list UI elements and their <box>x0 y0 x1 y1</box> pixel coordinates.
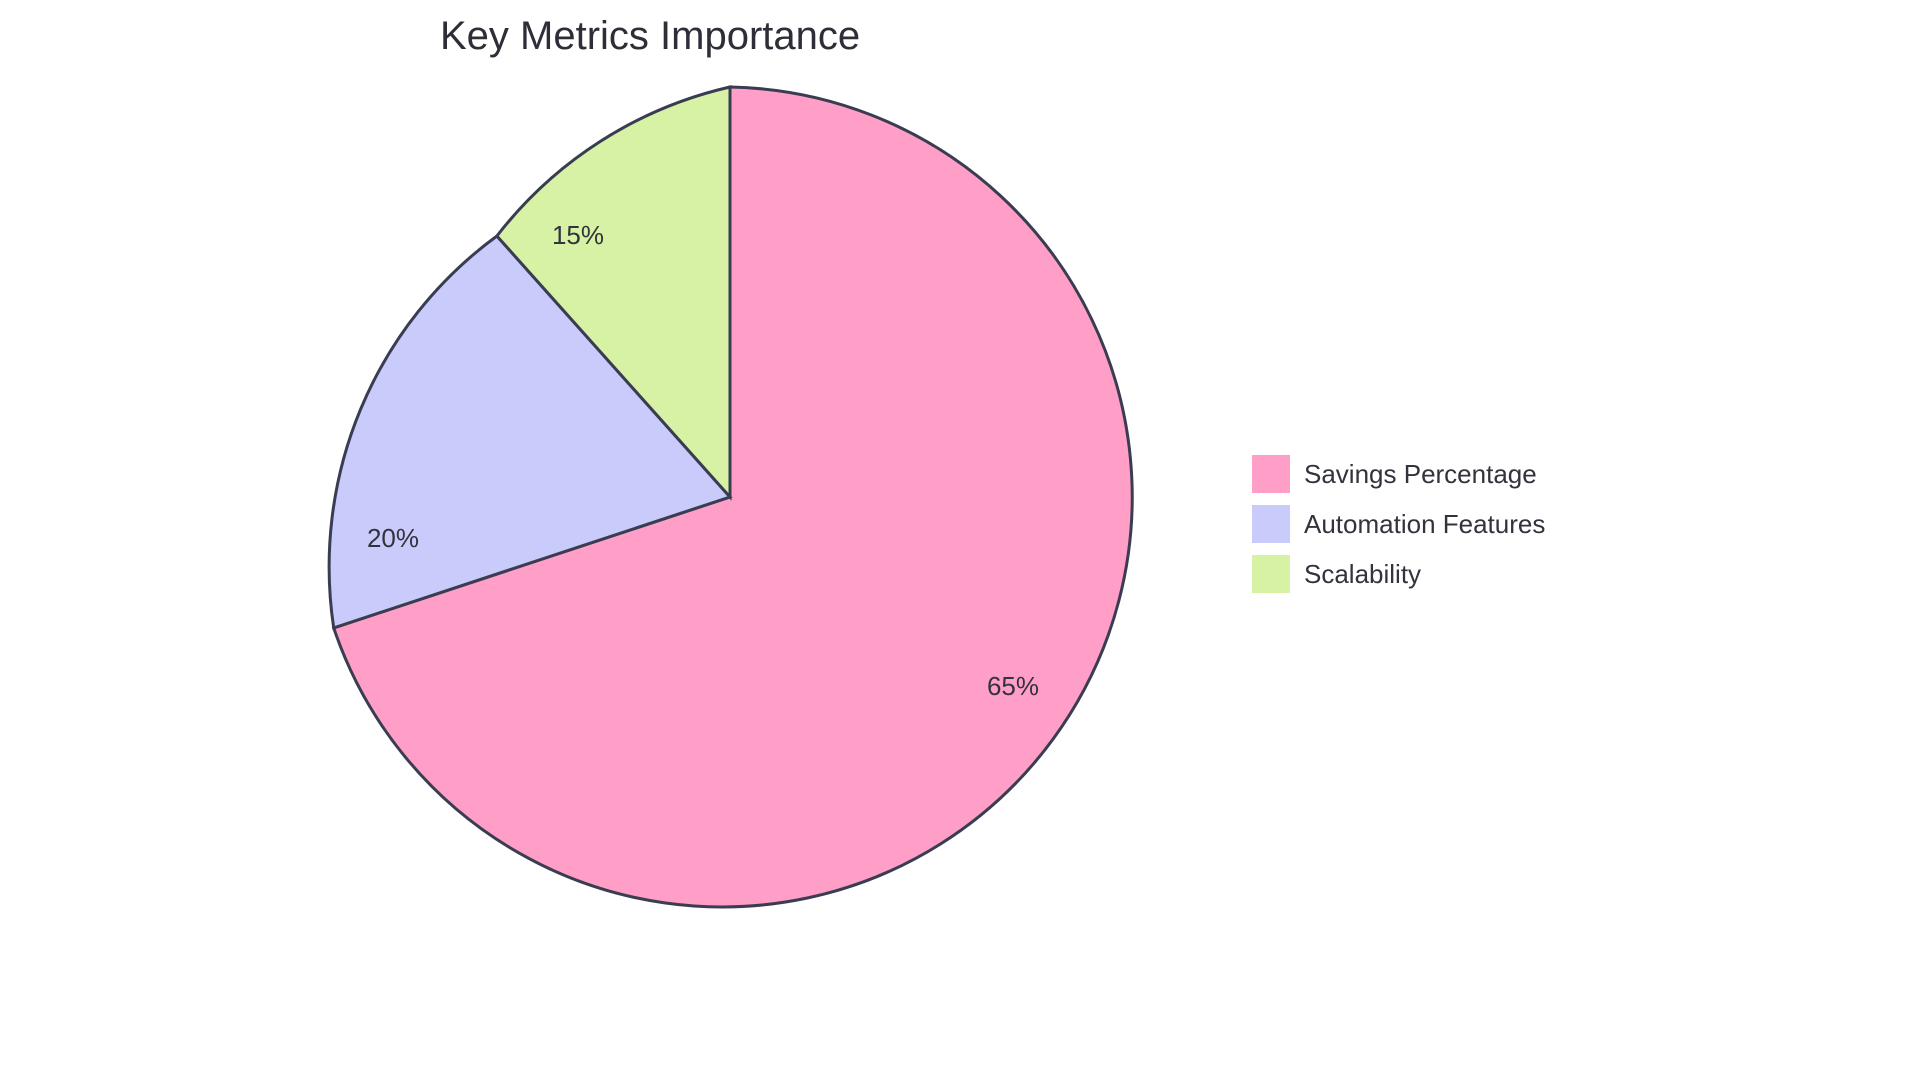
slice-label-scalability: 15% <box>552 220 604 250</box>
legend-item-1[interactable]: Automation Features <box>1252 505 1545 543</box>
pie-slices <box>329 87 1132 907</box>
legend-swatch-scalability <box>1252 555 1290 593</box>
pie-chart-svg: 65% 20% 15% <box>0 0 1920 1083</box>
pie-chart-container: Key Metrics Importance 65% 20% 15% Savin… <box>0 0 1920 1083</box>
legend-item-2[interactable]: Scalability <box>1252 555 1545 593</box>
slice-label-automation-features: 20% <box>367 523 419 553</box>
legend-label-automation-features: Automation Features <box>1304 509 1545 540</box>
legend-label-scalability: Scalability <box>1304 559 1421 590</box>
legend-swatch-savings-percentage <box>1252 455 1290 493</box>
legend-swatch-automation-features <box>1252 505 1290 543</box>
chart-legend: Savings Percentage Automation Features S… <box>1252 455 1545 605</box>
legend-label-savings-percentage: Savings Percentage <box>1304 459 1537 490</box>
slice-label-savings-percentage: 65% <box>987 671 1039 701</box>
legend-item-0[interactable]: Savings Percentage <box>1252 455 1545 493</box>
